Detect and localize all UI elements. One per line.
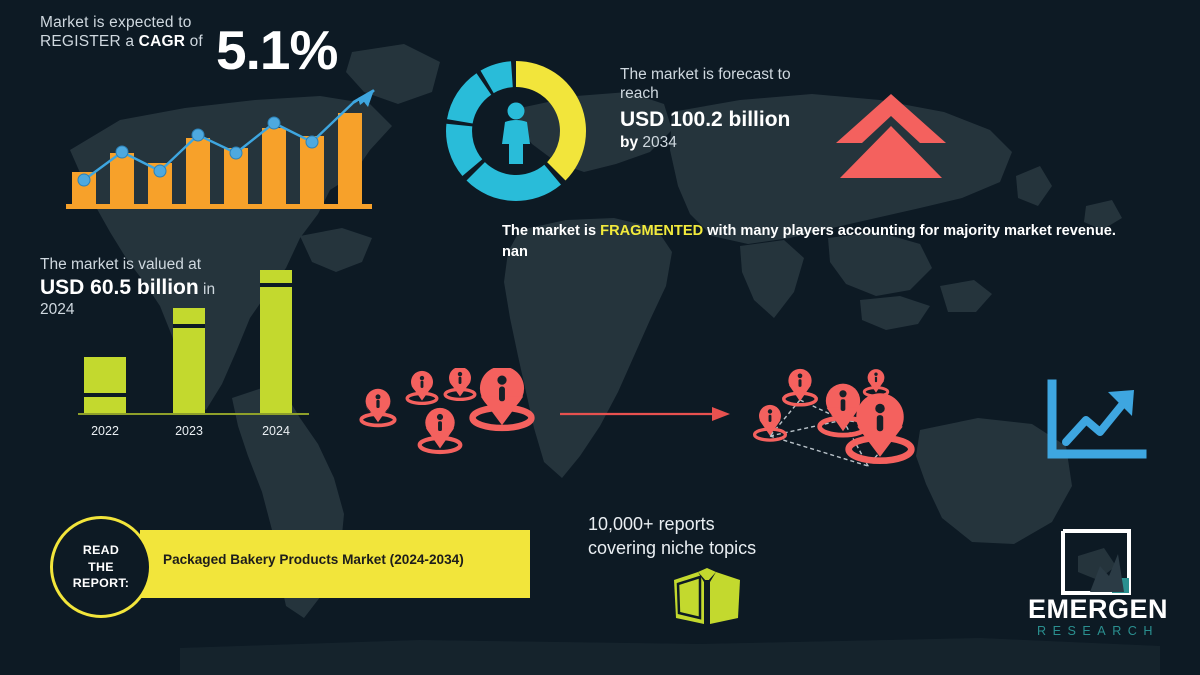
person-icon xyxy=(502,102,530,164)
open-book-icon xyxy=(674,568,740,626)
donut-slice-cyan-1 xyxy=(466,162,561,201)
cagr-line2-post: of xyxy=(185,32,203,50)
reports-line2: covering niche topics xyxy=(588,538,757,559)
logo-wordmark: EMERGEN xyxy=(1027,594,1169,624)
growth-chart-icon xyxy=(1047,379,1147,459)
bar-label-2024: 2024 xyxy=(262,424,290,438)
map-pin xyxy=(752,404,788,442)
bar-label-2022: 2022 xyxy=(91,424,119,438)
emergen-research-logo[interactable]: EMERGEN RESEARCH xyxy=(1018,528,1178,640)
donut-slice-yellow xyxy=(516,61,587,181)
read-line3: REPORT: xyxy=(72,576,130,591)
valuation-value: USD 60.5 billion xyxy=(40,275,199,299)
market-value-bar-chart: 2022 2023 2024 xyxy=(70,270,315,440)
bar-2024-divider xyxy=(260,283,292,287)
bar-2023 xyxy=(173,308,205,413)
right-arrow-icon xyxy=(560,407,730,421)
forecast-line1: The market is forecast to xyxy=(620,66,791,83)
valuation-line1: The market is valued at xyxy=(40,256,202,273)
logo-square-icon xyxy=(1061,529,1131,595)
double-up-arrow-icon xyxy=(836,94,946,178)
map-pin xyxy=(845,393,915,465)
bar-2022 xyxy=(84,357,126,413)
map-pins-network xyxy=(752,368,915,467)
growth-trend-chart xyxy=(66,89,375,209)
frag-keyword: FRAGMENTED xyxy=(600,223,704,239)
map-pins-scattered xyxy=(359,368,535,455)
read-the-report-badge[interactable]: READ THE REPORT: xyxy=(50,516,152,618)
fragmentation-statement: The market is FRAGMENTED with many playe… xyxy=(502,221,1142,263)
map-pin xyxy=(782,368,818,407)
logo-subtitle: RESEARCH xyxy=(1037,624,1159,638)
read-line1: READ xyxy=(82,543,120,558)
donut-slice-cyan-3 xyxy=(447,73,492,124)
bar-label-2023: 2023 xyxy=(175,424,203,438)
read-line2: THE xyxy=(88,559,114,574)
map-pin xyxy=(443,368,477,402)
read-the-report-label: READ THE REPORT: xyxy=(73,542,129,591)
reports-caption: 10,000+ reports covering niche topics xyxy=(588,512,888,561)
bar-2024 xyxy=(260,270,292,413)
forecast-value: USD 100.2 billion xyxy=(620,107,791,131)
forecast-by-year: 2034 xyxy=(642,134,677,152)
cagr-value: 5.1% xyxy=(216,19,338,81)
read-report-banner[interactable] xyxy=(140,530,530,598)
map-pin xyxy=(469,368,535,432)
donut-slice-cyan-2 xyxy=(446,123,483,176)
chart-baseline xyxy=(78,413,309,415)
map-pin xyxy=(817,383,869,438)
cagr-line2-pre: REGISTER a xyxy=(40,32,139,50)
bar-2023-divider xyxy=(173,324,205,328)
forecast-by-label: by xyxy=(620,134,639,152)
map-pin xyxy=(405,370,439,406)
report-title[interactable]: Packaged Bakery Products Market (2024-20… xyxy=(163,552,464,567)
valuation-caption: The market is valued at USD 60.5 billion… xyxy=(40,256,310,319)
forecast-caption: The market is forecast to reach USD 100.… xyxy=(620,66,870,153)
valuation-year: 2024 xyxy=(40,300,75,318)
share-donut-chart xyxy=(446,61,587,201)
frag-post: with many players accounting for majorit… xyxy=(502,223,1116,261)
map-pin xyxy=(417,407,463,455)
forecast-by: by 2034 xyxy=(620,134,870,153)
valuation-in-label: in xyxy=(198,280,216,298)
map-pin xyxy=(359,388,397,428)
frag-pre: The market is xyxy=(502,223,601,239)
forecast-line2: reach xyxy=(620,84,659,102)
bar-2022-divider xyxy=(84,393,126,397)
cagr-caption: Market is expected to REGISTER a CAGR of xyxy=(40,14,370,52)
reports-line1: 10,000+ reports xyxy=(588,514,715,534)
donut-slice-cyan-4 xyxy=(480,61,513,94)
map-pin xyxy=(862,369,890,398)
cagr-line1: Market is expected to xyxy=(40,14,192,31)
cagr-line2-bold: CAGR xyxy=(138,32,186,50)
